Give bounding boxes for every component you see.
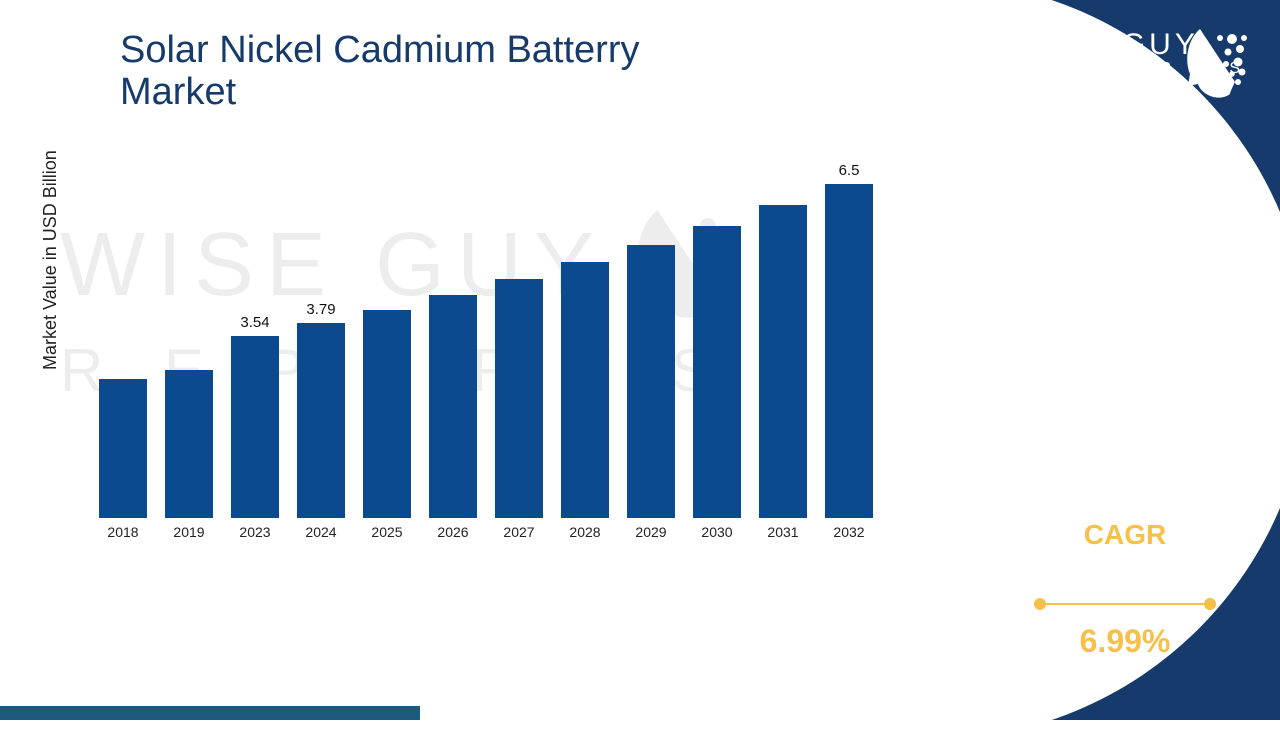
bar-col: 2031 <box>758 183 808 540</box>
bar-col: 2030 <box>692 204 742 540</box>
x-tick-label: 2026 <box>437 524 468 540</box>
x-tick-label: 2028 <box>569 524 600 540</box>
bar-col: 2018 <box>98 357 148 540</box>
bar <box>363 310 411 518</box>
bar-col: 2027 <box>494 257 544 540</box>
x-tick-label: 2018 <box>107 524 138 540</box>
x-tick-label: 2029 <box>635 524 666 540</box>
x-tick-label: 2023 <box>239 524 270 540</box>
x-tick-label: 2019 <box>173 524 204 540</box>
bar <box>165 370 213 518</box>
cagr-period: (2019-2032) <box>1010 553 1240 581</box>
bar-col: 2028 <box>560 240 610 540</box>
bar <box>825 184 873 518</box>
brand-logo: WISE GUY R E P O R T S <box>1017 28 1250 78</box>
x-tick-label: 2032 <box>833 524 864 540</box>
bar-col: 3.54 2023 <box>230 314 280 540</box>
bar-col: 2025 <box>362 288 412 540</box>
bar <box>561 262 609 518</box>
bar <box>759 205 807 518</box>
bar-col: 3.79 2024 <box>296 301 346 540</box>
bar <box>693 226 741 518</box>
bar <box>495 279 543 518</box>
bar-value-label: 6.5 <box>839 162 860 180</box>
bar-col: 6.5 2032 <box>824 162 874 540</box>
chart-title: Solar Nickel Cadmium Batterry Market <box>120 30 760 114</box>
bar <box>99 379 147 518</box>
cagr-label: CAGR <box>1010 519 1240 551</box>
x-tick-label: 2030 <box>701 524 732 540</box>
bar <box>231 336 279 518</box>
y-axis-label: Market Value in USD Billion <box>40 150 61 370</box>
head-icon <box>1180 24 1250 104</box>
bars-container: 2018 2019 3.54 2023 3.79 2024 2025 2026 2027 2028… <box>90 160 890 540</box>
bar <box>627 245 675 518</box>
x-tick-label: 2024 <box>305 524 336 540</box>
bar-col: 2026 <box>428 273 478 540</box>
bar-col: 2019 <box>164 348 214 540</box>
cagr-value: 6.99% <box>1010 623 1240 660</box>
bar-col: 2029 <box>626 223 676 540</box>
plot-area: 2018 2019 3.54 2023 3.79 2024 2025 2026 2027 2028… <box>90 160 890 570</box>
x-tick-label: 2027 <box>503 524 534 540</box>
x-tick-label: 2031 <box>767 524 798 540</box>
bar-value-label: 3.79 <box>306 301 335 319</box>
x-tick-label: 2025 <box>371 524 402 540</box>
bottom-accent-bar <box>0 706 420 720</box>
cagr-block: CAGR (2019-2032) 6.99% <box>1010 519 1240 660</box>
bar-value-label: 3.54 <box>240 314 269 332</box>
chart-area: Market Value in USD Billion 201820193.54… <box>50 160 890 610</box>
bar <box>297 323 345 518</box>
bar <box>429 295 477 518</box>
cagr-divider <box>1040 603 1210 605</box>
